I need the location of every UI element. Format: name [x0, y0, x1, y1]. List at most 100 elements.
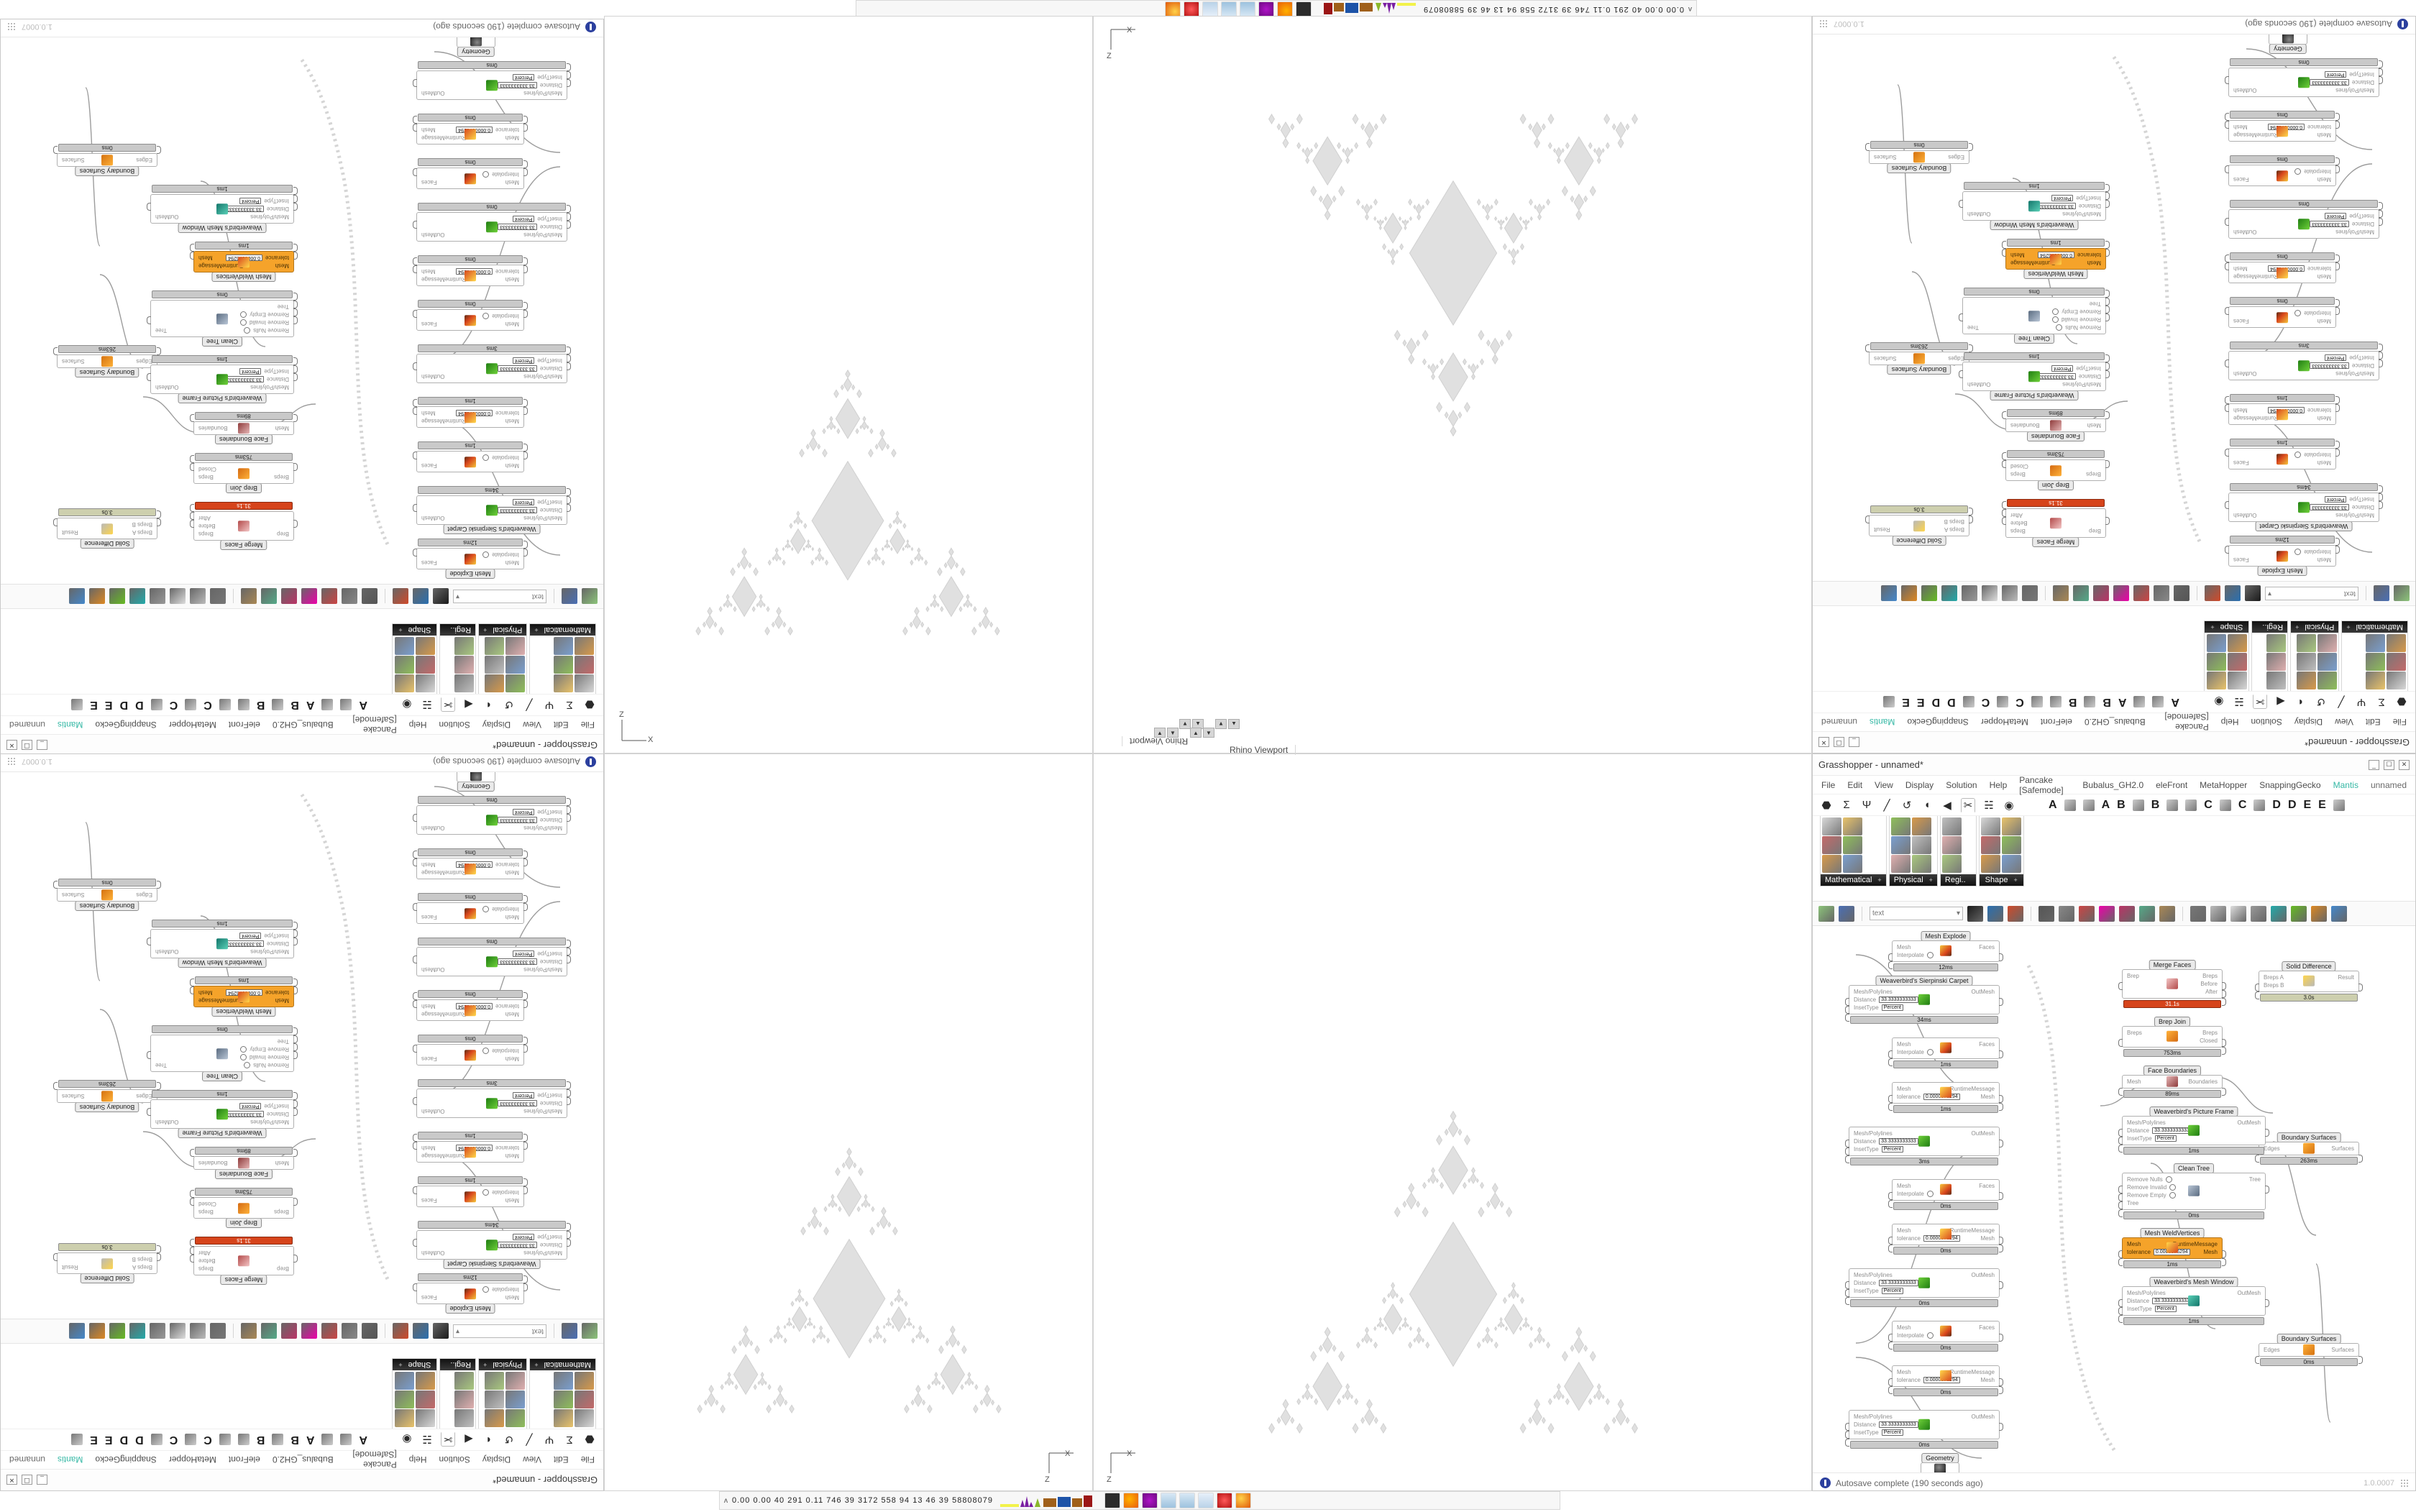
ribbon-group-regi-[interactable]: Regi..: [2251, 620, 2289, 691]
preview-wire-icon[interactable]: [2230, 905, 2246, 922]
gh-input-label[interactable]: Distance: [1854, 1280, 1877, 1286]
distance-value[interactable]: 33.3333333333: [498, 365, 537, 372]
gh-input-port[interactable]: [523, 851, 528, 858]
gh-output-port[interactable]: [190, 252, 194, 260]
gh-input-label[interactable]: tolerance: [2307, 124, 2331, 130]
gh-input-port[interactable]: [293, 986, 298, 994]
save-icon[interactable]: [1839, 905, 1854, 922]
gh-node[interactable]: Solid Difference Breps A Result Breps B 3.0s: [53, 508, 161, 549]
gh-input-label[interactable]: Mesh: [2317, 273, 2331, 280]
gh-node-body[interactable]: Mesh/Polylines OutMesh Distance 33.33333333…: [416, 354, 567, 383]
gh-output-port[interactable]: [413, 116, 417, 124]
gh-output-label[interactable]: Breps: [198, 474, 214, 480]
plugin-tab-c-11[interactable]: C: [2238, 798, 2247, 811]
gh-output-port[interactable]: [147, 938, 151, 945]
viewport-nav-down-3[interactable]: ▼: [1215, 719, 1227, 729]
gh-node[interactable]: Mesh/Polylines OutMesh Distance 33.33333333…: [413, 344, 571, 383]
gh-input-port[interactable]: [293, 308, 298, 316]
gh-output-label[interactable]: RuntimeMessage: [1949, 1369, 1995, 1375]
mountain-icon[interactable]: [2084, 696, 2096, 708]
gh-input-port[interactable]: [1888, 1058, 1893, 1066]
gh-input-port[interactable]: [2255, 991, 2259, 999]
gh-output-port[interactable]: [1999, 998, 2003, 1006]
gh-input-port[interactable]: [1888, 1378, 1893, 1386]
gh-output-label[interactable]: OutMesh: [155, 384, 179, 390]
gh-input-label[interactable]: Interpolate: [2304, 452, 2331, 458]
gh-node[interactable]: Mesh Faces Interpolate 1ms: [413, 441, 528, 472]
gh-output-label[interactable]: Mesh: [1980, 1377, 1995, 1383]
gh-output-port[interactable]: [53, 347, 58, 355]
gh-input-port[interactable]: [1845, 1289, 1849, 1297]
gh-input-label[interactable]: Breps: [2086, 471, 2101, 477]
photo-icon[interactable]: [1104, 1493, 1121, 1508]
grasshopper-canvas[interactable]: Mesh Explode Mesh Faces Interpolate 12ms Weav…: [1, 772, 603, 1319]
gh-output-label[interactable]: OutMesh: [2237, 1119, 2261, 1126]
gh-node-body[interactable]: MeshRuntimeMessagetolerance0.0000076294M…: [1892, 1224, 2000, 1245]
gh-output-label[interactable]: OutMesh: [155, 1119, 179, 1125]
gh-input-label[interactable]: Edges: [1948, 154, 1964, 160]
gh-input-port[interactable]: [1845, 1014, 1849, 1022]
gh-input-label[interactable]: InsetType: [1854, 1146, 1879, 1153]
gh-output-port[interactable]: [147, 203, 151, 211]
canvas-toolbar[interactable]: text ▾: [1813, 902, 2415, 926]
gh-node-body[interactable]: Mesh/Polylines OutMesh Distance 33.33333333…: [150, 365, 294, 394]
insettype-value[interactable]: Percent: [239, 1103, 262, 1109]
ribbon-component-icon[interactable]: [2228, 653, 2248, 671]
boolean-knob[interactable]: [1926, 1191, 1934, 1197]
ribbon-group-expand[interactable]: +: [483, 1361, 488, 1368]
gh-input-label[interactable]: Mesh: [505, 1153, 519, 1159]
gh-input-label[interactable]: Mesh: [275, 997, 289, 1004]
gh-output-label[interactable]: After: [2205, 989, 2218, 995]
gh-input-port[interactable]: [567, 798, 571, 806]
ribbon-group-expand[interactable]: +: [398, 626, 403, 633]
gh-input-port[interactable]: [567, 221, 571, 229]
gh-input-label[interactable]: Mesh: [505, 1055, 519, 1062]
gh-node-body[interactable]: Mesh Faces Interpolate: [416, 548, 524, 569]
bird-icon[interactable]: [150, 699, 163, 711]
ribbon-group-shape[interactable]: Shape +: [392, 623, 438, 694]
gh-output-label[interactable]: Before: [198, 1257, 216, 1264]
gh-node-body[interactable]: Mesh/Polylines OutMesh Distance 33.33333333…: [2228, 351, 2379, 380]
gh-output-label[interactable]: OutMesh: [421, 373, 445, 380]
gh-input-port[interactable]: [293, 1043, 298, 1051]
ribbon-component-icon[interactable]: [454, 1390, 475, 1408]
palette-b-icon[interactable]: [1220, 1, 1237, 17]
menu-item-file[interactable]: File: [580, 720, 595, 730]
gh-input-label[interactable]: Mesh/Polylines: [1854, 1130, 1893, 1137]
ribbon-component-icon[interactable]: [1911, 817, 1931, 835]
component-tabbar[interactable]: ⬣ Σ Ψ ╱ ↺ ◖ ◀ ✂ ☵ ◉ A A B B C C D D E E: [1, 694, 603, 715]
gh-output-label[interactable]: Breps: [2202, 1030, 2218, 1036]
firefox-icon[interactable]: [1123, 1493, 1140, 1508]
gh-input-port[interactable]: [2335, 113, 2340, 121]
gh-input-label[interactable]: Interpolate: [492, 171, 519, 178]
gh-input-label[interactable]: Breps: [2127, 1030, 2142, 1036]
gh-input-port[interactable]: [2105, 517, 2110, 525]
gh-input-port[interactable]: [293, 1149, 298, 1157]
gh-input-label[interactable]: Interpolate: [492, 1048, 519, 1054]
gh-output-label[interactable]: Before: [2010, 520, 2028, 526]
gh-node-body[interactable]: Brep Breps Before After: [193, 511, 294, 541]
ribbon-group-expand[interactable]: +: [534, 1361, 539, 1368]
gh-node-body[interactable]: Mesh Faces Interpolate: [1892, 1179, 2000, 1201]
tab-mesh-icon[interactable]: ◀: [1943, 799, 1951, 812]
insettype-value[interactable]: Percent: [2325, 213, 2347, 219]
plugin-tab-d-13[interactable]: D: [2272, 798, 2281, 811]
skull-icon[interactable]: [321, 1434, 334, 1446]
boolean-knob[interactable]: [482, 551, 490, 558]
gh-node-body[interactable]: Breps Breps Closed: [2005, 459, 2106, 481]
gh-node[interactable]: MeshRuntimeMessagetolerance0.0000076294M…: [413, 114, 528, 145]
gh-output-label[interactable]: Breps: [198, 1265, 214, 1272]
menu-item-display[interactable]: Display: [2294, 717, 2323, 728]
gh-output-label[interactable]: Faces: [421, 179, 437, 185]
gh-input-port[interactable]: [293, 414, 298, 422]
calc-icon[interactable]: [1198, 1493, 1214, 1508]
gh-output-port[interactable]: [2225, 121, 2229, 129]
gh-input-port[interactable]: [2105, 460, 2110, 468]
gh-node-body[interactable]: Mesh Faces Interpolate: [416, 309, 524, 331]
capsule-icon[interactable]: [362, 588, 378, 605]
distance-value[interactable]: 33.3333333333: [1879, 996, 1918, 1003]
gh-input-port[interactable]: [1888, 1245, 1893, 1252]
menu-item-bubalus-gh2-0[interactable]: Bubalus_GH2.0: [272, 720, 334, 730]
boolean-knob[interactable]: [2165, 1176, 2172, 1183]
screenshot-icon[interactable]: [301, 1323, 317, 1339]
